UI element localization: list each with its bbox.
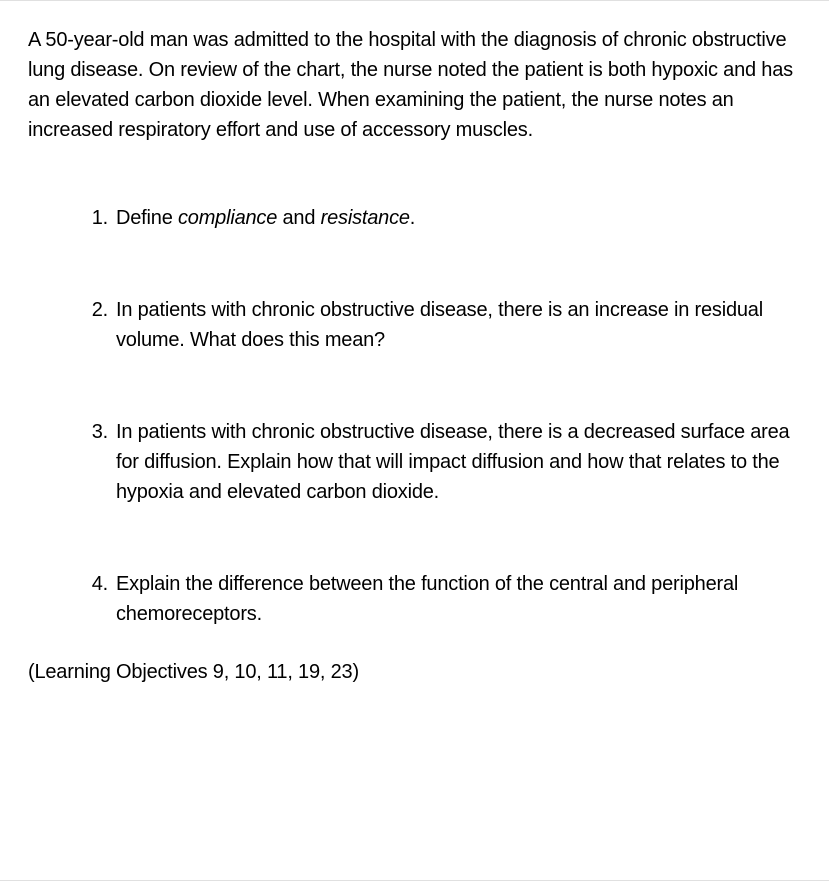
question-text: Explain the difference between the funct… bbox=[116, 569, 801, 629]
question-item: 1. Define compliance and resistance. bbox=[86, 203, 801, 233]
italic-term: compliance bbox=[178, 207, 277, 229]
learning-objectives: (Learning Objectives 9, 10, 11, 19, 23) bbox=[28, 657, 801, 687]
text-segment: . bbox=[410, 207, 415, 229]
text-segment: and bbox=[277, 207, 320, 229]
question-number: 1. bbox=[86, 203, 116, 233]
case-intro: A 50-year-old man was admitted to the ho… bbox=[28, 25, 801, 145]
question-number: 2. bbox=[86, 295, 116, 355]
italic-term: resistance bbox=[321, 207, 410, 229]
question-number: 4. bbox=[86, 569, 116, 629]
question-item: 3. In patients with chronic obstructive … bbox=[86, 417, 801, 507]
question-item: 2. In patients with chronic obstructive … bbox=[86, 295, 801, 355]
text-segment: Define bbox=[116, 207, 178, 229]
question-list: 1. Define compliance and resistance. 2. … bbox=[28, 203, 801, 629]
question-text: In patients with chronic obstructive dis… bbox=[116, 295, 801, 355]
question-item: 4. Explain the difference between the fu… bbox=[86, 569, 801, 629]
question-text: Define compliance and resistance. bbox=[116, 203, 801, 233]
question-number: 3. bbox=[86, 417, 116, 507]
question-text: In patients with chronic obstructive dis… bbox=[116, 417, 801, 507]
